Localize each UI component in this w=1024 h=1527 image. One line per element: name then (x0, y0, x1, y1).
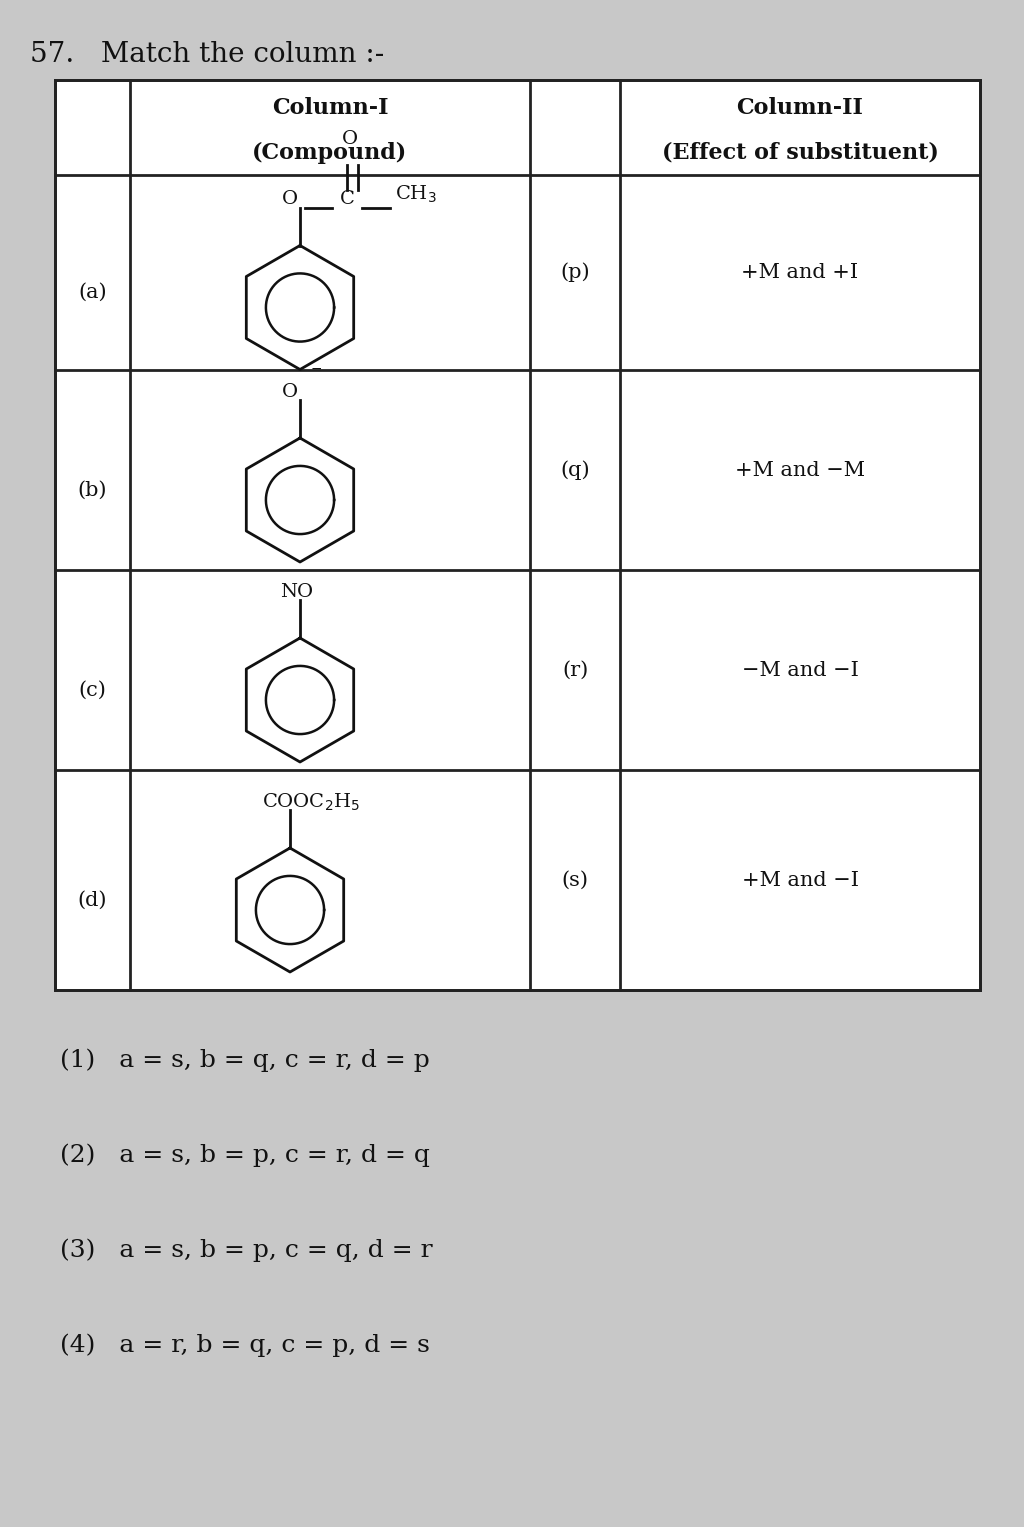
Text: Column-II: Column-II (736, 96, 863, 119)
Polygon shape (55, 79, 980, 989)
Text: O: O (282, 383, 298, 402)
Text: Column-I: Column-I (271, 96, 388, 119)
Text: $^{-}$: $^{-}$ (310, 365, 323, 383)
Text: (4)   a = r, b = q, c = p, d = s: (4) a = r, b = q, c = p, d = s (60, 1333, 430, 1358)
Text: (2)   a = s, b = p, c = r, d = q: (2) a = s, b = p, c = r, d = q (60, 1144, 430, 1167)
Text: (d): (d) (78, 890, 108, 910)
Text: (s): (s) (561, 870, 589, 890)
Text: (3)   a = s, b = p, c = q, d = r: (3) a = s, b = p, c = q, d = r (60, 1238, 432, 1261)
Text: +M and +I: +M and +I (741, 263, 858, 282)
Text: (r): (r) (562, 661, 588, 680)
Text: (p): (p) (560, 263, 590, 282)
Text: C: C (340, 191, 355, 209)
Text: (Effect of substituent): (Effect of substituent) (662, 142, 938, 163)
Text: +M and −I: +M and −I (741, 870, 858, 890)
Text: (1)   a = s, b = q, c = r, d = p: (1) a = s, b = q, c = r, d = p (60, 1048, 430, 1072)
Text: CH$_3$: CH$_3$ (395, 183, 436, 205)
Text: (a): (a) (78, 282, 106, 302)
Text: NO: NO (280, 583, 313, 602)
Text: COOC$_2$H$_5$: COOC$_2$H$_5$ (262, 791, 360, 812)
Text: (b): (b) (78, 481, 108, 499)
Text: O: O (342, 130, 358, 148)
Text: (Compound): (Compound) (252, 142, 408, 163)
Text: (q): (q) (560, 460, 590, 479)
Text: O: O (282, 191, 298, 209)
Text: +M and −M: +M and −M (735, 461, 865, 479)
Text: −M and −I: −M and −I (741, 661, 858, 680)
Text: (c): (c) (79, 681, 106, 699)
Text: 57.   Match the column :-: 57. Match the column :- (30, 41, 384, 69)
